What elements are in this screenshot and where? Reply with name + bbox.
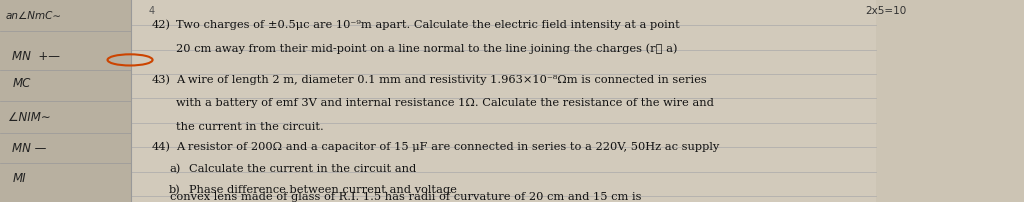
Text: a): a)	[169, 164, 180, 174]
Text: MN  +—: MN +—	[12, 50, 60, 63]
Text: the current in the circuit.: the current in the circuit.	[176, 121, 324, 131]
Text: an∠NmC∼: an∠NmC∼	[5, 11, 61, 21]
Text: Calculate the current in the circuit and: Calculate the current in the circuit and	[189, 164, 417, 174]
Text: Two charges of ±0.5μc are 10⁻⁹m apart. Calculate the electric field intensity at: Two charges of ±0.5μc are 10⁻⁹m apart. C…	[176, 20, 680, 30]
Text: 4: 4	[148, 6, 155, 16]
FancyBboxPatch shape	[876, 0, 1024, 202]
Text: 42): 42)	[152, 20, 171, 31]
Text: b): b)	[169, 184, 180, 194]
FancyBboxPatch shape	[131, 0, 876, 202]
Text: A resistor of 200Ω and a capacitor of 15 μF are connected in series to a 220V, 5: A resistor of 200Ω and a capacitor of 15…	[176, 141, 720, 151]
Text: 20 cm away from their mid-point on a line normal to the line joining the charges: 20 cm away from their mid-point on a lin…	[176, 43, 678, 54]
Text: 43): 43)	[152, 75, 171, 85]
Text: convex lens made of glass of R.I. 1.5 has radii of curvature of 20 cm and 15 cm : convex lens made of glass of R.I. 1.5 ha…	[141, 191, 642, 201]
Text: MN —: MN —	[12, 141, 47, 154]
Text: 44): 44)	[152, 141, 171, 152]
Text: 2x5=10: 2x5=10	[865, 6, 906, 16]
Text: with a battery of emf 3V and internal resistance 1Ω. Calculate the resistance of: with a battery of emf 3V and internal re…	[176, 98, 714, 108]
Text: MI: MI	[12, 171, 26, 184]
Text: Phase difference between current and voltage: Phase difference between current and vol…	[189, 184, 458, 194]
FancyBboxPatch shape	[0, 0, 131, 202]
Text: ∠NIM∼: ∠NIM∼	[8, 111, 51, 124]
Text: MC: MC	[12, 76, 31, 89]
Text: A wire of length 2 m, diameter 0.1 mm and resistivity 1.963×10⁻⁸Ωm is connected : A wire of length 2 m, diameter 0.1 mm an…	[176, 75, 707, 85]
